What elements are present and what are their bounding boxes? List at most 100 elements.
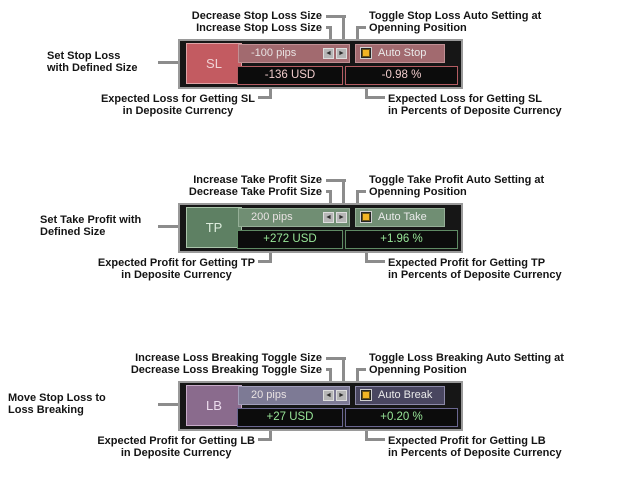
set-stop-loss-annotation: Set Stop Loss with Defined Size	[47, 50, 137, 74]
auto-break-toggle[interactable]: Auto Break	[355, 386, 445, 405]
toggle-loss-breaking-auto-annotation: Toggle Loss Breaking Auto Setting at Ope…	[369, 352, 564, 376]
loss-breaking-widget: LB 20 pips ◄ ► Auto Break +27 USD +0.20 …	[178, 381, 463, 431]
auto-take-checkbox[interactable]	[360, 211, 372, 223]
take-profit-panel-section: Increase Take Profit Size Decrease Take …	[0, 174, 640, 282]
toggle-stop-loss-auto-annotation: Toggle Stop Loss Auto Setting at Opennin…	[369, 10, 541, 34]
tp-button[interactable]: TP	[186, 207, 242, 248]
left-arrow-button[interactable]: ◄	[323, 390, 334, 401]
connector-line	[269, 431, 272, 441]
loss-breaking-spinner-annotation: Increase Loss Breaking Toggle Size Decre…	[131, 352, 322, 376]
expected-profit-percent-label-line2: in Percents of Deposite Currency	[388, 269, 562, 281]
connector-line	[365, 260, 385, 263]
set-take-profit-label-line1: Set Take Profit with	[40, 214, 142, 226]
left-arrow-button[interactable]: ◄	[323, 212, 334, 223]
connector-line	[258, 260, 272, 263]
expected-loss-percent-annotation: Expected Loss for Getting SL in Percents…	[388, 93, 562, 117]
expected-profit-usd-value: +272 USD	[237, 230, 343, 249]
expected-profit-lb-percent-annotation: Expected Profit for Getting LB in Percen…	[388, 435, 562, 459]
connector-line	[329, 26, 332, 39]
stop-loss-widget: SL -100 pips ◄ ► Auto Stop -136 USD -0.9…	[178, 39, 463, 89]
expected-loss-percent-label-line1: Expected Loss for Getting SL	[388, 93, 543, 105]
increase-take-profit-size-label: Increase Take Profit Size	[193, 174, 322, 186]
connector-line	[258, 438, 272, 441]
auto-stop-label: Auto Stop	[378, 47, 427, 59]
right-arrow-button[interactable]: ►	[336, 48, 347, 59]
decrease-stop-loss-size-label: Decrease Stop Loss Size	[191, 10, 322, 22]
expected-profit-usd-label-line1: Expected Profit for Getting TP	[97, 257, 255, 269]
toggle-loss-breaking-auto-label-line1: Toggle Loss Breaking Auto Setting at	[369, 352, 564, 364]
sl-button[interactable]: SL	[186, 43, 242, 84]
stop-loss-pips-field[interactable]: -100 pips ◄ ►	[238, 44, 350, 63]
toggle-take-profit-auto-label-line1: Toggle Take Profit Auto Setting at	[369, 174, 545, 186]
take-profit-spinner-annotation: Increase Take Profit Size Decrease Take …	[189, 174, 322, 198]
expected-profit-usd-annotation: Expected Profit for Getting TP in Deposi…	[98, 257, 255, 281]
expected-loss-usd-label-line1: Expected Loss for Getting SL	[100, 93, 255, 105]
decrease-loss-breaking-size-label: Decrease Loss Breaking Toggle Size	[130, 364, 322, 376]
connector-line	[356, 190, 366, 193]
expected-profit-lb-percent-label-line1: Expected Profit for Getting LB	[388, 435, 546, 447]
right-arrow-button[interactable]: ►	[336, 212, 347, 223]
expected-profit-lb-usd-annotation: Expected Profit for Getting LB in Deposi…	[97, 435, 255, 459]
loss-breaking-pips-field[interactable]: 20 pips ◄ ►	[238, 386, 350, 405]
auto-break-label: Auto Break	[378, 389, 433, 401]
auto-take-toggle[interactable]: Auto Take	[355, 208, 445, 227]
set-stop-loss-label-line1: Set Stop Loss	[47, 50, 121, 62]
loss-breaking-pips-value: 20 pips	[251, 389, 287, 401]
expected-loss-percent-value: -0.98 %	[345, 66, 458, 85]
checkbox-checked-icon	[362, 213, 370, 221]
connector-line	[326, 179, 346, 182]
connector-line	[326, 15, 346, 18]
stop-loss-spinner-annotation: Decrease Stop Loss Size Increase Stop Lo…	[192, 10, 322, 34]
connector-line	[365, 96, 385, 99]
take-profit-pips-field[interactable]: 200 pips ◄ ►	[238, 208, 350, 227]
decrease-take-profit-size-label: Decrease Take Profit Size	[188, 186, 322, 198]
move-stop-loss-label-line1: Move Stop Loss to	[8, 392, 106, 404]
loss-breaking-panel-section: Increase Loss Breaking Toggle Size Decre…	[0, 352, 640, 460]
connector-line	[365, 253, 368, 263]
left-arrow-icon: ◄	[325, 392, 332, 399]
auto-stop-toggle[interactable]: Auto Stop	[355, 44, 445, 63]
expected-profit-lb-usd-label-line1: Expected Profit for Getting LB	[97, 435, 255, 447]
set-stop-loss-label-line2: with Defined Size	[47, 62, 138, 74]
expected-loss-percent-label-line2: in Percents of Deposite Currency	[388, 105, 562, 117]
expected-profit-percent-value: +1.96 %	[345, 230, 458, 249]
expected-profit-usd-label-line2: in Deposite Currency	[121, 269, 232, 281]
toggle-take-profit-auto-label-line2: Openning Position	[369, 186, 467, 198]
expected-profit-lb-usd-label-line2: in Deposite Currency	[120, 447, 232, 459]
toggle-loss-breaking-auto-label-line2: Openning Position	[369, 364, 467, 376]
connector-line	[258, 96, 272, 99]
connector-line	[329, 190, 332, 203]
connector-line	[356, 368, 366, 371]
left-arrow-button[interactable]: ◄	[323, 48, 334, 59]
connector-line	[342, 179, 345, 203]
connector-line	[269, 253, 272, 263]
auto-break-checkbox[interactable]	[360, 389, 372, 401]
connector-line	[158, 61, 179, 64]
left-arrow-icon: ◄	[325, 214, 332, 221]
connector-line	[342, 357, 345, 381]
right-arrow-button[interactable]: ►	[336, 390, 347, 401]
connector-line	[356, 190, 359, 203]
toggle-take-profit-auto-annotation: Toggle Take Profit Auto Setting at Openn…	[369, 174, 544, 198]
connector-line	[356, 368, 359, 381]
take-profit-widget: TP 200 pips ◄ ► Auto Take +272 USD +1.96…	[178, 203, 463, 253]
connector-line	[158, 225, 179, 228]
toggle-stop-loss-auto-label-line1: Toggle Stop Loss Auto Setting at	[369, 10, 542, 22]
move-stop-loss-annotation: Move Stop Loss to Loss Breaking	[8, 392, 106, 416]
lb-button[interactable]: LB	[186, 385, 242, 426]
connector-line	[365, 431, 368, 441]
connector-line	[365, 438, 385, 441]
checkbox-checked-icon	[362, 391, 370, 399]
stop-loss-pips-value: -100 pips	[251, 47, 297, 59]
auto-take-label: Auto Take	[378, 211, 427, 223]
expected-loss-usd-label-line2: in Deposite Currency	[122, 105, 234, 117]
left-arrow-icon: ◄	[325, 50, 332, 57]
set-take-profit-annotation: Set Take Profit with Defined Size	[40, 214, 141, 238]
expected-profit-percent-annotation: Expected Profit for Getting TP in Percen…	[388, 257, 562, 281]
connector-line	[356, 26, 366, 29]
connector-line	[329, 368, 332, 381]
connector-line	[158, 403, 179, 406]
expected-profit-percent-label-line1: Expected Profit for Getting TP	[388, 257, 546, 269]
auto-stop-checkbox[interactable]	[360, 47, 372, 59]
checkbox-checked-icon	[362, 49, 370, 57]
